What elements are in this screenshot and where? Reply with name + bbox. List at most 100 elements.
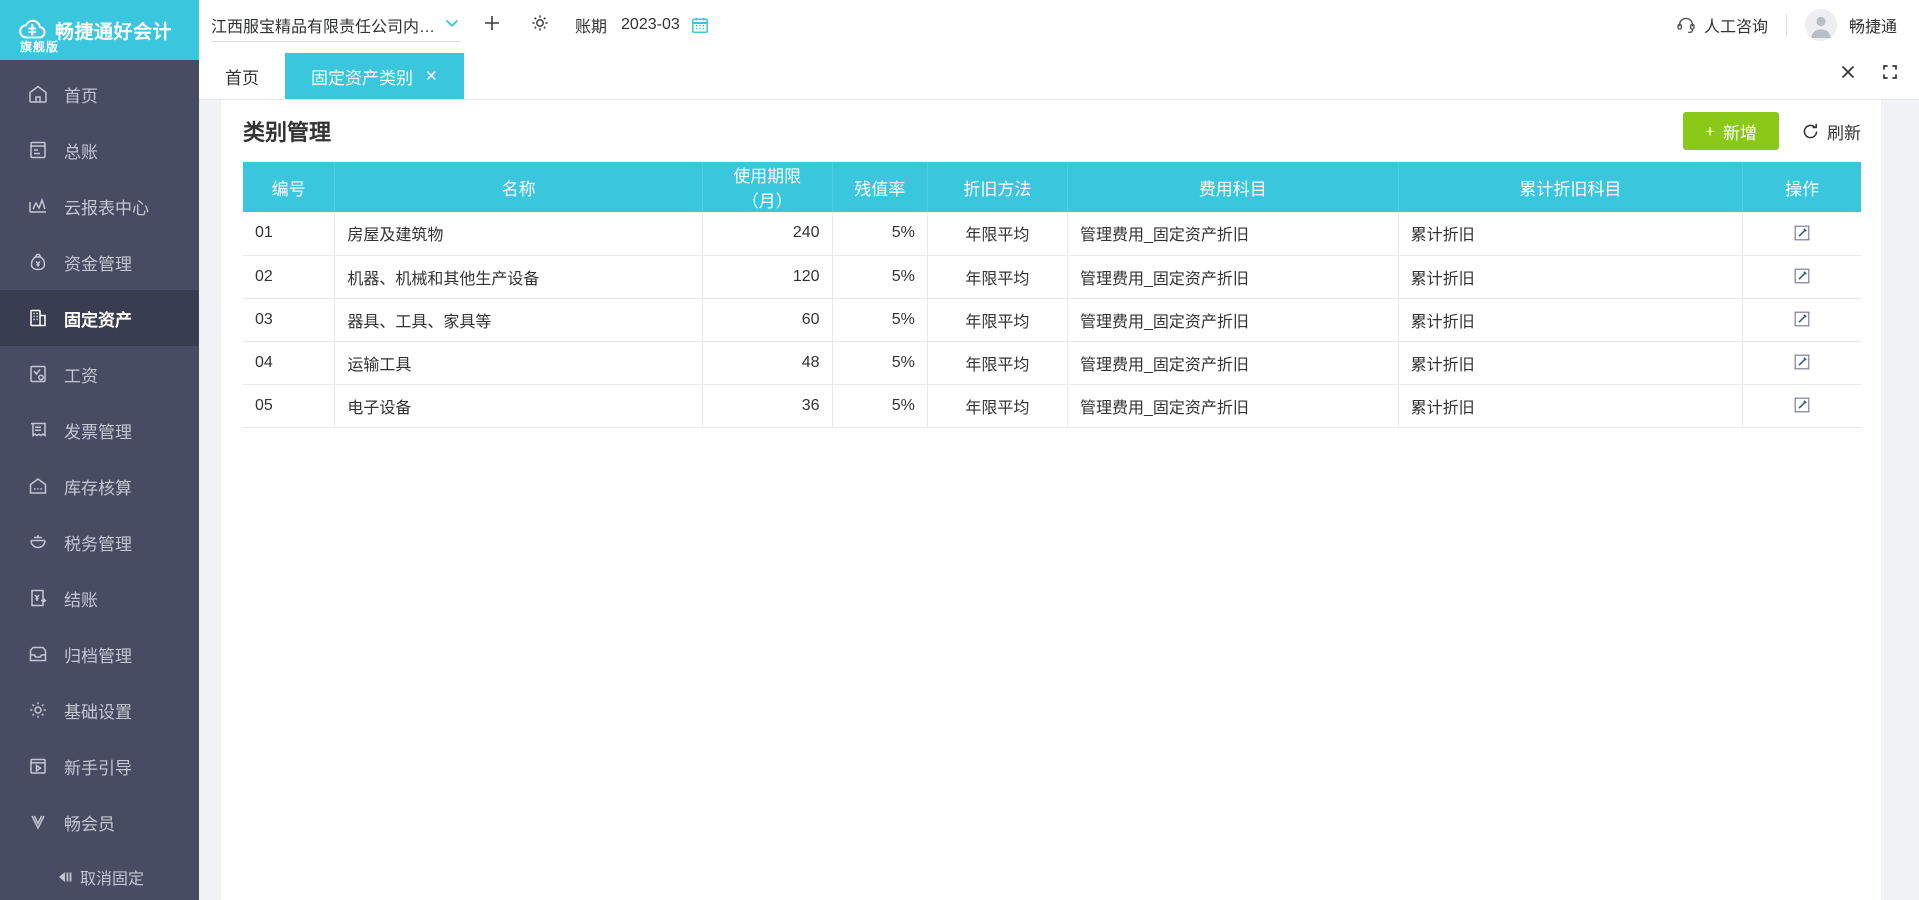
gear-icon xyxy=(26,698,50,722)
cell-no: 02 xyxy=(243,255,336,299)
cell-op xyxy=(1742,212,1861,256)
tab-label: 首页 xyxy=(225,68,259,88)
cell-op xyxy=(1742,298,1861,342)
sidebar-item-invoice[interactable]: 发票管理 xyxy=(0,402,199,458)
col-header-residual[interactable]: 残值率 xyxy=(832,162,928,212)
cell-life: 240 xyxy=(702,212,833,256)
sidebar-item-guide[interactable]: 新手引导 xyxy=(0,738,199,794)
add-button[interactable]: + 新增 xyxy=(1683,112,1779,150)
refresh-button[interactable]: 刷新 xyxy=(1801,119,1861,144)
tab-fixed-asset-category[interactable]: 固定资产类别 ✕ xyxy=(285,53,464,99)
table-row[interactable]: 04 运输工具 48 5% 年限平均 管理费用_固定资产折旧 累计折旧 xyxy=(243,341,1861,385)
table-row[interactable]: 01 房屋及建筑物 240 5% 年限平均 管理费用_固定资产折旧 累计折旧 xyxy=(243,212,1861,256)
sidebar-item-label: 结账 xyxy=(64,590,98,610)
cell-method: 年限平均 xyxy=(927,298,1068,342)
add-account-set-button[interactable] xyxy=(475,8,509,42)
fullscreen-button[interactable] xyxy=(1869,49,1911,99)
col-header-method[interactable]: 折旧方法 xyxy=(927,162,1068,212)
user-avatar-icon xyxy=(1804,9,1837,41)
cell-life: 48 xyxy=(702,341,833,385)
sidebar-item-cloud-report[interactable]: 云报表中心 xyxy=(0,178,199,234)
col-header-expense[interactable]: 费用科目 xyxy=(1067,162,1399,212)
table-row[interactable]: 02 机器、机械和其他生产设备 120 5% 年限平均 管理费用_固定资产折旧 … xyxy=(243,255,1861,299)
cell-accum: 累计折旧 xyxy=(1398,298,1744,342)
close-icon[interactable]: ✕ xyxy=(425,67,438,85)
sidebar-item-label: 资金管理 xyxy=(64,254,132,274)
cell-residual: 5% xyxy=(832,255,928,299)
table-row[interactable]: 05 电子设备 36 5% 年限平均 管理费用_固定资产折旧 累计折旧 xyxy=(243,384,1861,428)
support-label: 人工咨询 xyxy=(1703,19,1768,36)
panel-actions: + 新增 刷新 xyxy=(1683,112,1861,150)
sidebar-item-home[interactable]: 首页 xyxy=(0,66,199,122)
calendar-icon[interactable] xyxy=(690,15,710,35)
sidebar-item-label: 畅会员 xyxy=(64,814,115,834)
col-header-name[interactable]: 名称 xyxy=(334,162,703,212)
sidebar-unpin-label: 取消固定 xyxy=(79,871,144,888)
edit-icon[interactable] xyxy=(1793,267,1811,285)
gear-icon xyxy=(529,12,551,39)
sidebar: 畅捷通好会计 旗舰版 首页 xyxy=(0,0,199,900)
col-header-life[interactable]: 使用期限（月） xyxy=(702,162,833,212)
cell-no: 01 xyxy=(243,212,336,256)
sidebar-item-inventory[interactable]: 库存核算 xyxy=(0,458,199,514)
cell-life: 36 xyxy=(702,384,833,428)
tab-home[interactable]: 首页 xyxy=(199,53,285,99)
collapse-left-icon xyxy=(55,870,77,884)
table-row[interactable]: 03 器具、工具、家具等 60 5% 年限平均 管理费用_固定资产折旧 累计折旧 xyxy=(243,298,1861,342)
sidebar-item-label: 工资 xyxy=(64,366,98,386)
sidebar-item-basic-settings[interactable]: 基础设置 xyxy=(0,682,199,738)
period-label: 账期 xyxy=(575,19,608,36)
sidebar-item-tax[interactable]: 税务管理 xyxy=(0,514,199,570)
sidebar-item-label: 库存核算 xyxy=(64,478,132,498)
sidebar-unpin-button[interactable]: 取消固定 xyxy=(0,860,199,894)
col-header-no[interactable]: 编号 xyxy=(243,162,336,212)
cell-residual: 5% xyxy=(832,298,928,342)
table-container: 编号 名称 使用期限（月） 残值率 折旧方法 费用科目 累计折旧科目 操作 xyxy=(221,162,1881,428)
cell-life: 120 xyxy=(702,255,833,299)
col-header-op[interactable]: 操作 xyxy=(1742,162,1861,212)
building-icon xyxy=(26,306,50,330)
category-management-panel: 类别管理 + 新增 xyxy=(221,100,1881,900)
close-all-tabs-button[interactable] xyxy=(1827,49,1869,99)
edit-icon[interactable] xyxy=(1793,396,1811,414)
table-body: 01 房屋及建筑物 240 5% 年限平均 管理费用_固定资产折旧 累计折旧 xyxy=(243,212,1861,428)
header-settings-button[interactable] xyxy=(523,8,557,42)
chevron-down-icon xyxy=(443,16,461,33)
sidebar-item-ledger[interactable]: 总账 xyxy=(0,122,199,178)
app-logo[interactable]: 畅捷通好会计 旗舰版 xyxy=(0,0,199,60)
sidebar-item-funds[interactable]: 资金管理 xyxy=(0,234,199,290)
fullscreen-icon xyxy=(1880,62,1900,87)
sidebar-item-label: 总账 xyxy=(64,142,98,162)
panel-header: 类别管理 + 新增 xyxy=(221,100,1881,162)
sidebar-item-label: 税务管理 xyxy=(64,534,132,554)
cell-method: 年限平均 xyxy=(927,255,1068,299)
sidebar-item-archive[interactable]: 归档管理 xyxy=(0,626,199,682)
sidebar-item-payroll[interactable]: 工资 xyxy=(0,346,199,402)
cell-accum: 累计折旧 xyxy=(1398,384,1744,428)
col-header-accum[interactable]: 累计折旧科目 xyxy=(1398,162,1744,212)
money-bag-icon xyxy=(26,250,50,274)
plus-icon: + xyxy=(1705,121,1715,141)
edit-icon[interactable] xyxy=(1793,224,1811,242)
sidebar-item-fixed-assets[interactable]: 固定资产 xyxy=(0,290,199,346)
support-button[interactable]: 人工咨询 xyxy=(1675,13,1768,37)
cell-expense: 管理费用_固定资产折旧 xyxy=(1067,341,1399,385)
cell-expense: 管理费用_固定资产折旧 xyxy=(1067,384,1399,428)
header-right-group: 人工咨询 畅捷通 xyxy=(1675,0,1919,50)
sidebar-item-vip[interactable]: 畅会员 xyxy=(0,794,199,850)
cell-no: 03 xyxy=(243,298,336,342)
user-menu[interactable]: 畅捷通 xyxy=(1804,9,1897,41)
category-table: 编号 名称 使用期限（月） 残值率 折旧方法 费用科目 累计折旧科目 操作 xyxy=(243,162,1861,428)
warehouse-icon xyxy=(26,474,50,498)
archive-icon xyxy=(26,642,50,666)
tab-bar: 首页 固定资产类别 ✕ xyxy=(199,50,1919,100)
cell-method: 年限平均 xyxy=(927,384,1068,428)
company-selector[interactable]: 江西服宝精品有限责任公司内账张 xyxy=(211,8,461,42)
cell-method: 年限平均 xyxy=(927,341,1068,385)
sidebar-item-settle[interactable]: 结账 xyxy=(0,570,199,626)
settle-icon xyxy=(26,586,50,610)
edit-icon[interactable] xyxy=(1793,353,1811,371)
close-icon xyxy=(1838,62,1858,87)
edit-icon[interactable] xyxy=(1793,310,1811,328)
period-selector[interactable]: 账期 2023-03 xyxy=(575,13,710,37)
